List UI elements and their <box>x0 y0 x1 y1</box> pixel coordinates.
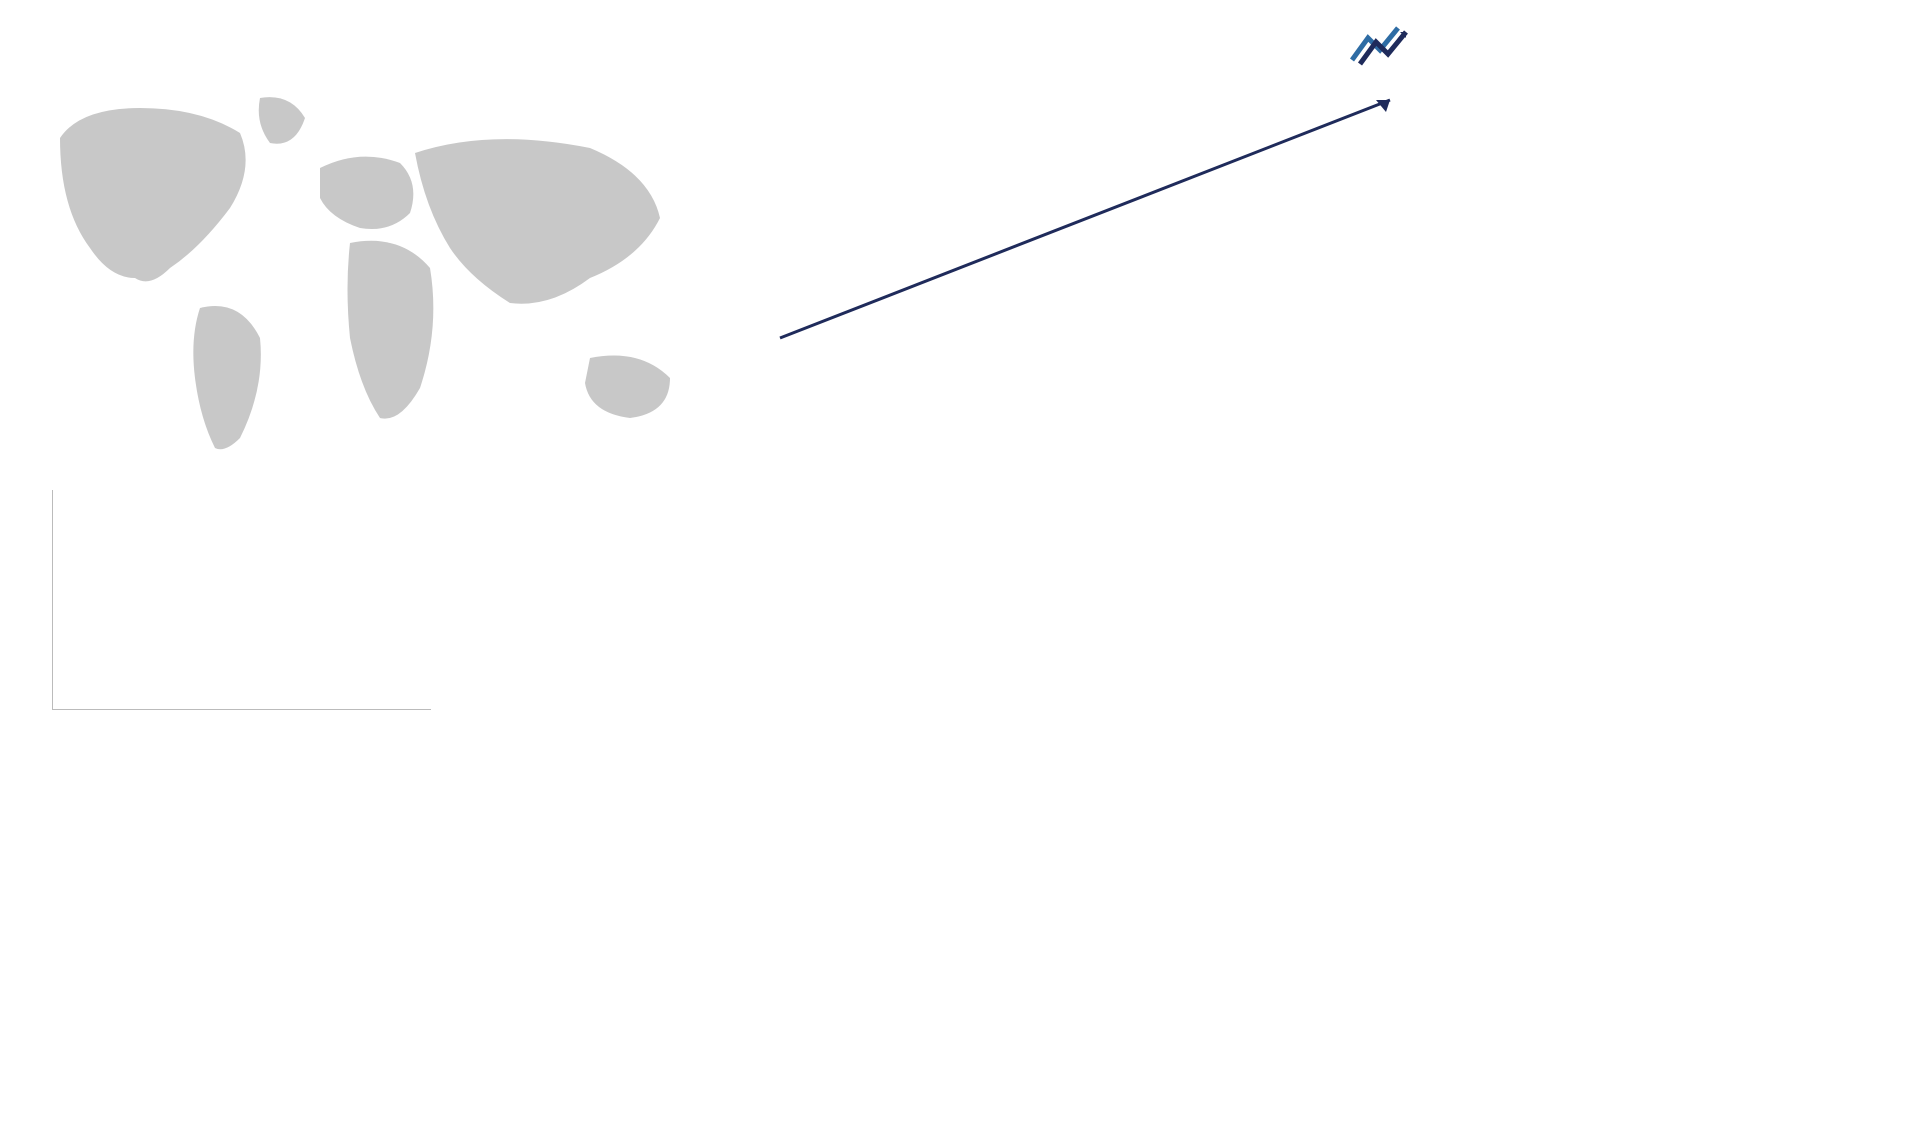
segmentation-chart <box>30 490 431 710</box>
growth-bars <box>770 148 1410 428</box>
header <box>30 20 1430 68</box>
logo <box>1350 20 1430 68</box>
seg-plot <box>52 490 431 710</box>
segmentation-panel <box>30 478 451 710</box>
regional-panel <box>971 478 1430 710</box>
key-players-panel <box>481 478 940 710</box>
growth-chart <box>750 78 1430 458</box>
logo-icon <box>1350 20 1420 68</box>
regional-chart <box>971 490 1430 680</box>
top-row <box>30 78 1430 458</box>
seg-y-axis <box>30 490 52 710</box>
bottom-row <box>30 478 1430 710</box>
donut-chart <box>971 490 1161 680</box>
world-map <box>30 78 710 458</box>
world-map-section <box>30 78 710 458</box>
